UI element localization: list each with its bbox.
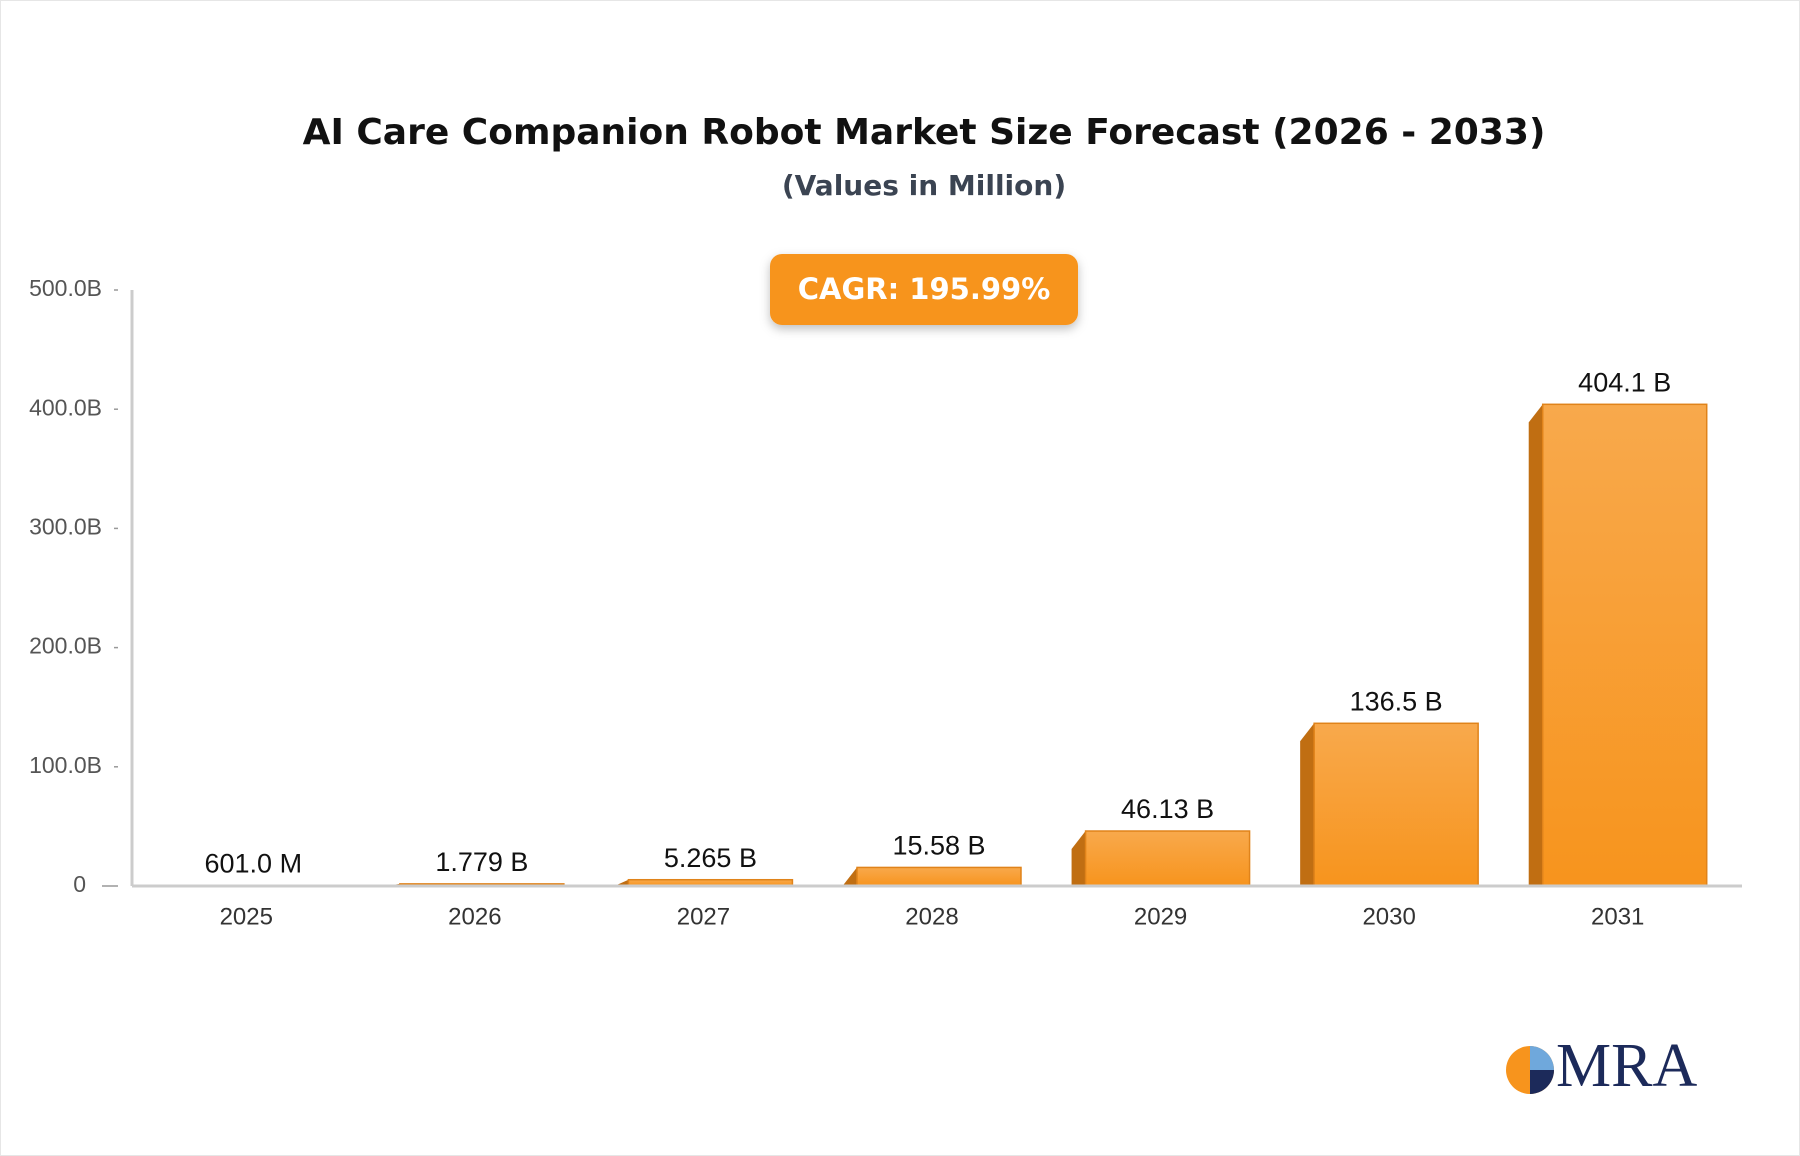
x-tick-label: 2026 [448, 903, 501, 930]
y-tick-label: 400.0B [29, 394, 102, 420]
bar [856, 866, 1022, 887]
chart-subtitle: (Values in Million) [782, 169, 1066, 202]
x-tick-label: 2031 [1591, 903, 1644, 930]
cagr-badge [770, 254, 1078, 325]
logo-slice [1530, 1046, 1554, 1070]
value-label: 136.5 B [1350, 686, 1443, 716]
bar-side [614, 879, 629, 886]
logo-text: MRA [1556, 1032, 1697, 1100]
value-label: 1.779 B [435, 847, 528, 877]
bar-side [1071, 831, 1086, 886]
y-tick-label: 500.0B [29, 275, 102, 301]
y-tick-label: 200.0B [29, 633, 102, 659]
x-tick-label: 2025 [220, 903, 273, 930]
bar [1541, 403, 1708, 887]
value-label: 46.13 B [1121, 794, 1214, 824]
chart-title: AI Care Companion Robot Market Size Fore… [303, 112, 1546, 153]
y-tick-label: 100.0B [29, 752, 102, 778]
cagr-text: CAGR: 195.99% [798, 272, 1051, 306]
y-tick-label: 300.0B [29, 513, 102, 539]
x-tick-label: 2028 [905, 903, 958, 930]
x-tick-label: 2027 [677, 903, 730, 930]
bar [1084, 830, 1251, 887]
y-tick-label: 0 [73, 871, 86, 897]
x-tick-label: 2030 [1362, 903, 1415, 930]
bar-side [1528, 404, 1543, 886]
value-label: 5.265 B [664, 843, 757, 873]
bar-side [1300, 723, 1315, 886]
value-label: 601.0 M [205, 848, 303, 878]
x-tick-label: 2029 [1134, 903, 1187, 930]
value-label: 15.58 B [892, 831, 985, 861]
value-label: 404.1 B [1578, 367, 1671, 397]
logo-slice [1530, 1070, 1554, 1094]
bar-side [843, 867, 857, 886]
logo: MRA [1506, 1032, 1697, 1100]
bar [1313, 722, 1479, 887]
